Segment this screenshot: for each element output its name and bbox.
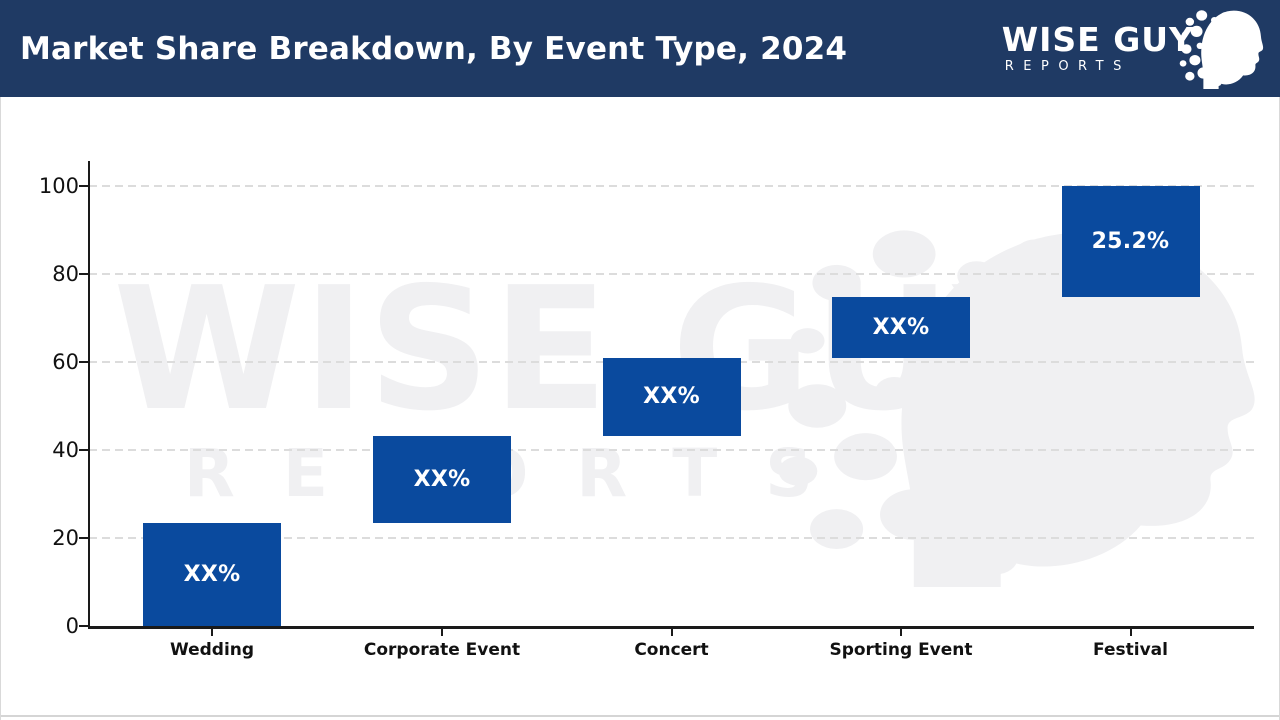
dotted-head-icon [1179, 9, 1264, 89]
x-axis-tick [211, 628, 213, 636]
bar-wedding: XX% [143, 523, 281, 626]
y-axis-tick-label: 80 [52, 262, 79, 286]
brand-subname: REPORTS [1004, 59, 1131, 74]
x-axis-tick-label: Sporting Event [829, 640, 973, 660]
x-axis-tick [670, 628, 673, 636]
y-axis-spine [88, 161, 90, 628]
page-title: Market Share Breakdown, By Event Type, 2… [20, 30, 848, 67]
x-axis-tick [900, 628, 902, 636]
y-axis-tick [79, 537, 88, 539]
bar-value-label: 25.2% [1091, 228, 1170, 254]
header: Market Share Breakdown, By Event Type, 2… [0, 0, 1280, 97]
y-axis-tick [79, 625, 88, 627]
bar-corporate-event: XX% [373, 435, 511, 524]
bar-concert: XX% [602, 357, 741, 436]
brand-name: WISE GUY [1001, 20, 1194, 59]
y-axis-tick [79, 185, 88, 187]
card-bottom-border [1, 715, 1279, 717]
x-axis-tick-label: Wedding [169, 640, 255, 660]
brand-logo-text: WISE GUY REPORTS [1002, 23, 1194, 74]
bar-festival: 25.2% [1061, 186, 1200, 297]
brand-logo: WISE GUY REPORTS [1002, 9, 1266, 89]
y-axis-tick-label: 0 [65, 614, 79, 638]
y-axis-tick-label: 20 [52, 526, 79, 550]
gridline [89, 185, 1254, 187]
bar-sporting-event: XX% [832, 296, 970, 358]
bar-value-label: XX% [413, 466, 471, 492]
y-axis-tick-label: 60 [52, 350, 79, 374]
x-axis-tick [1129, 628, 1132, 636]
chart-area: WISE GUY REPORTS 0 20 40 60 80 100 XX% XX% XX% XX… [0, 97, 1280, 720]
bar-value-label: XX% [183, 562, 241, 587]
x-axis-tick-label: Concert [634, 640, 709, 660]
gridline [89, 273, 1254, 275]
x-axis-spine [88, 626, 1254, 629]
waterfall-chart: 0 20 40 60 80 100 XX% XX% XX% XX% 25.2% Wedding Corp… [1, 97, 1279, 720]
y-axis-tick-label: 100 [38, 174, 79, 198]
gridline [89, 449, 1254, 451]
gridline [89, 537, 1254, 539]
x-axis-tick-label: Corporate Event [363, 640, 521, 660]
bar-value-label: XX% [643, 384, 700, 410]
y-axis-tick [79, 361, 88, 363]
y-axis-tick [79, 273, 88, 275]
bar-value-label: XX% [872, 314, 930, 340]
x-axis-tick [441, 628, 443, 636]
y-axis-tick [79, 449, 88, 451]
y-axis-tick-label: 40 [52, 438, 79, 462]
x-axis-tick-label: Festival [1093, 640, 1168, 660]
